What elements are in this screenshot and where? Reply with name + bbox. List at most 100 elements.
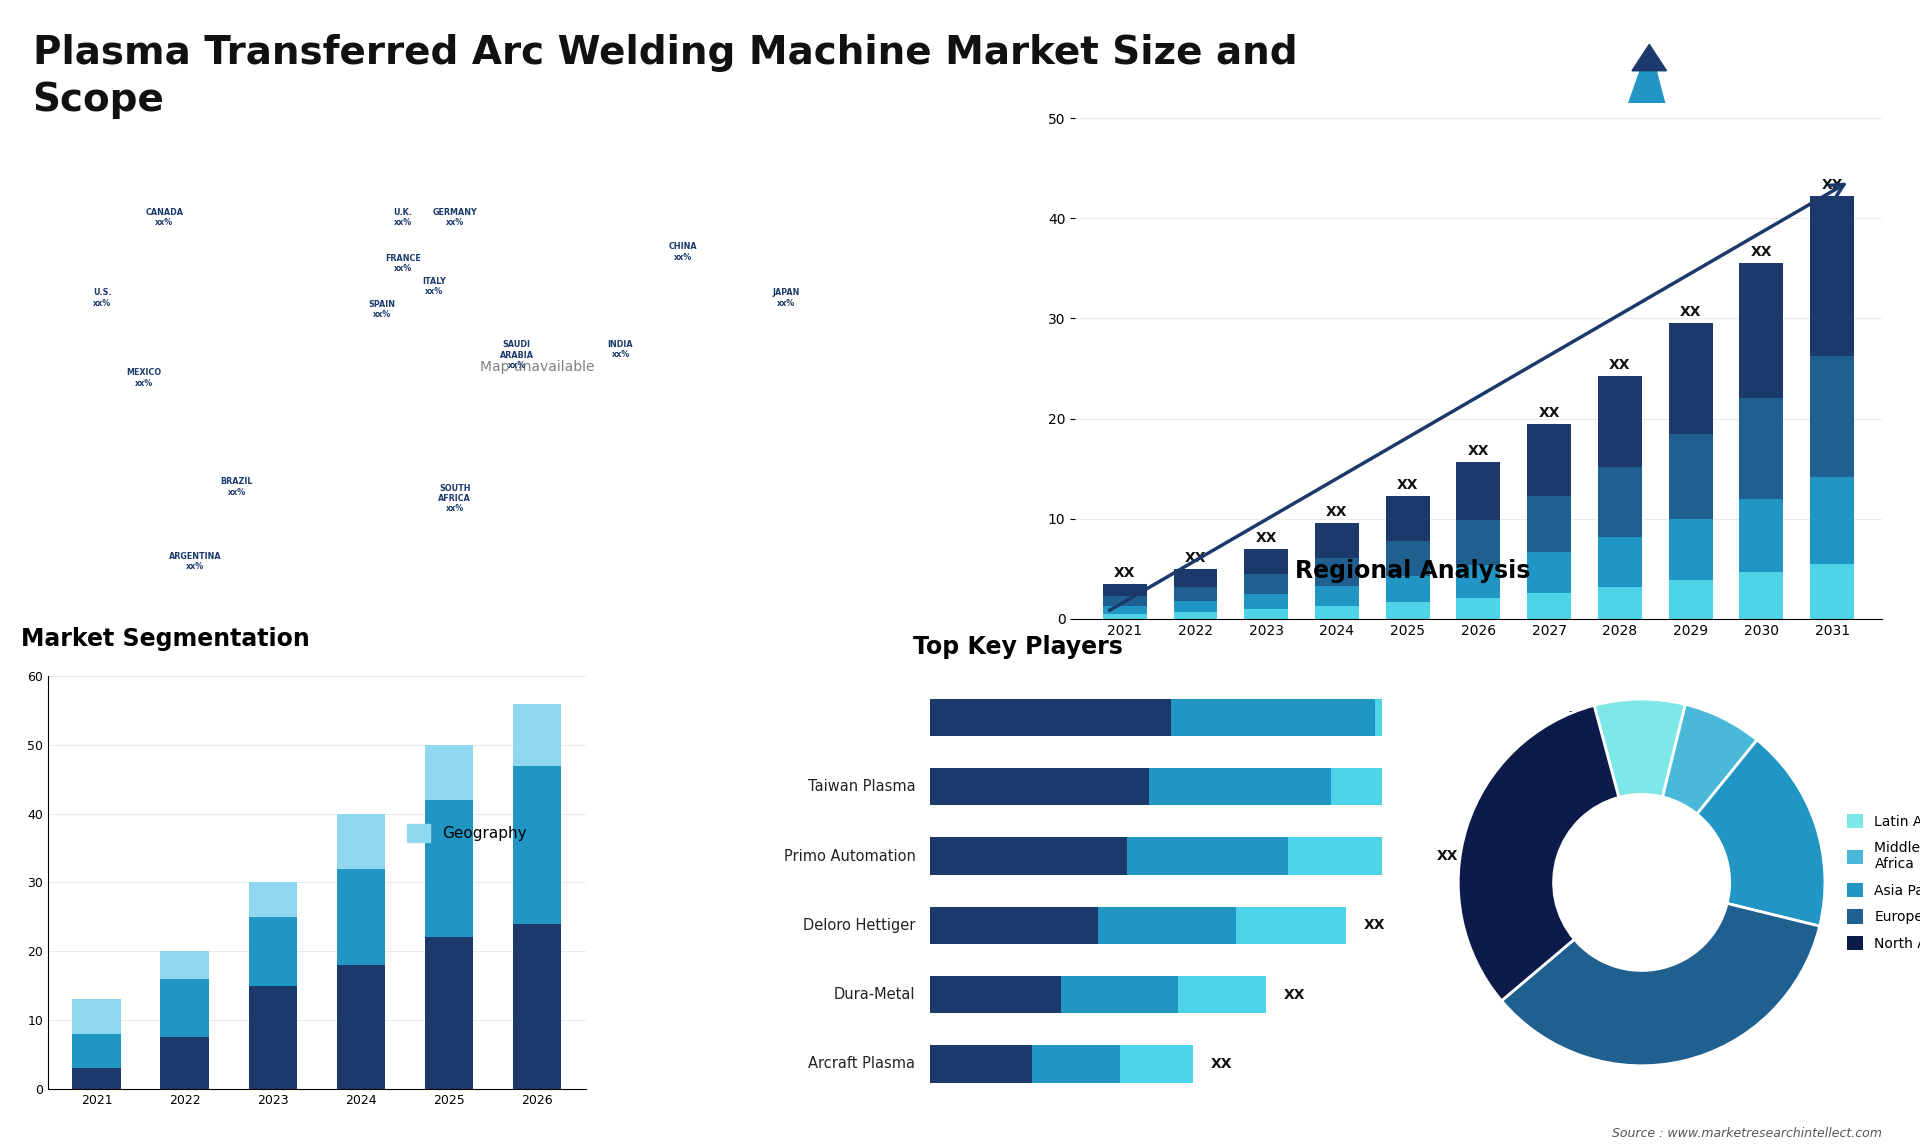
Bar	[1740, 499, 1784, 572]
FancyBboxPatch shape	[1127, 838, 1288, 874]
Bar	[161, 1037, 209, 1089]
Text: SOUTH
AFRICA
xx%: SOUTH AFRICA xx%	[438, 484, 470, 513]
Text: XX: XX	[1284, 988, 1306, 1002]
Text: SAUDI
ARABIA
xx%: SAUDI ARABIA xx%	[499, 340, 534, 370]
Bar	[424, 800, 472, 937]
Text: XX: XX	[1398, 478, 1419, 492]
Bar	[1315, 586, 1359, 606]
Bar	[513, 766, 561, 924]
Wedge shape	[1697, 740, 1824, 926]
Bar	[1597, 536, 1642, 587]
Text: Deloro Hettiger: Deloro Hettiger	[803, 918, 916, 933]
Bar	[1740, 572, 1784, 619]
Bar	[1597, 376, 1642, 466]
Bar	[1526, 424, 1571, 495]
Bar	[1102, 614, 1146, 619]
Bar	[1526, 592, 1571, 619]
Text: JAPAN
xx%: JAPAN xx%	[772, 289, 801, 307]
Bar	[513, 924, 561, 1089]
Text: SPAIN
xx%: SPAIN xx%	[369, 300, 396, 319]
Text: U.K.
xx%: U.K. xx%	[394, 209, 413, 227]
Bar	[1315, 523, 1359, 558]
Text: U.S.
xx%: U.S. xx%	[92, 289, 111, 307]
Text: Regional Analysis: Regional Analysis	[1294, 559, 1530, 582]
Text: XX: XX	[1680, 305, 1701, 320]
Legend: Geography: Geography	[401, 817, 534, 848]
FancyBboxPatch shape	[1375, 699, 1549, 736]
Bar	[1244, 594, 1288, 609]
Bar	[1526, 551, 1571, 592]
Bar	[1811, 196, 1855, 356]
Bar	[1457, 598, 1500, 619]
Bar	[1526, 495, 1571, 551]
Bar	[1597, 466, 1642, 536]
Bar	[248, 917, 298, 986]
Bar	[1668, 519, 1713, 580]
Bar	[1740, 264, 1784, 399]
Text: XX: XX	[1114, 566, 1135, 580]
Text: CANADA
xx%: CANADA xx%	[146, 209, 182, 227]
Bar	[1244, 574, 1288, 594]
Text: XX: XX	[1751, 245, 1772, 259]
Text: XX: XX	[1569, 711, 1590, 724]
Text: XX: XX	[1256, 531, 1277, 544]
FancyBboxPatch shape	[1288, 838, 1419, 874]
Bar	[1244, 549, 1288, 574]
Text: ITALY
xx%: ITALY xx%	[422, 277, 445, 296]
Text: CHINA
xx%: CHINA xx%	[668, 243, 697, 261]
Bar	[1668, 323, 1713, 433]
Bar	[248, 986, 298, 1089]
FancyBboxPatch shape	[929, 699, 1171, 736]
Bar	[1244, 609, 1288, 619]
Text: XX: XX	[1436, 849, 1459, 863]
Text: Source : www.marketresearchintellect.com: Source : www.marketresearchintellect.com	[1611, 1128, 1882, 1140]
FancyBboxPatch shape	[1171, 699, 1375, 736]
Text: XX: XX	[1185, 551, 1206, 565]
Bar	[1173, 587, 1217, 601]
FancyBboxPatch shape	[1119, 1045, 1192, 1083]
Bar	[1173, 601, 1217, 612]
FancyBboxPatch shape	[929, 976, 1062, 1013]
FancyBboxPatch shape	[1179, 976, 1265, 1013]
Bar	[1457, 519, 1500, 565]
Bar	[424, 745, 472, 800]
FancyBboxPatch shape	[929, 906, 1098, 944]
Text: XX: XX	[1212, 1057, 1233, 1072]
Bar	[1386, 495, 1430, 541]
Bar	[1173, 612, 1217, 619]
Text: Dura-Metal: Dura-Metal	[833, 987, 916, 1002]
Bar	[161, 951, 209, 979]
FancyBboxPatch shape	[929, 838, 1127, 874]
FancyBboxPatch shape	[1236, 906, 1346, 944]
Text: INDIA
xx%: INDIA xx%	[609, 340, 634, 359]
Bar	[1173, 568, 1217, 587]
Text: XX: XX	[1609, 359, 1630, 372]
Bar	[73, 1034, 121, 1068]
Wedge shape	[1594, 699, 1686, 798]
Bar	[1386, 541, 1430, 575]
Bar	[336, 965, 386, 1089]
Text: XX: XX	[1538, 406, 1559, 419]
Bar	[1811, 477, 1855, 564]
Bar	[1740, 399, 1784, 499]
Bar	[1457, 565, 1500, 598]
Text: XX: XX	[1822, 178, 1843, 193]
Text: FRANCE
xx%: FRANCE xx%	[384, 254, 420, 273]
FancyBboxPatch shape	[1033, 1045, 1119, 1083]
Bar	[1811, 564, 1855, 619]
Text: Top Key Players: Top Key Players	[912, 635, 1123, 659]
Text: XX: XX	[1467, 444, 1490, 457]
Text: Arcraft Plasma: Arcraft Plasma	[808, 1057, 916, 1072]
Bar	[1668, 433, 1713, 519]
Bar	[336, 869, 386, 965]
Bar	[1386, 575, 1430, 602]
Text: XX: XX	[1496, 779, 1517, 794]
Bar	[1457, 462, 1500, 519]
Bar	[1315, 558, 1359, 586]
Bar	[1811, 356, 1855, 477]
FancyBboxPatch shape	[1331, 768, 1476, 806]
Text: XX: XX	[1363, 918, 1386, 933]
Bar	[1386, 602, 1430, 619]
Bar	[1102, 583, 1146, 596]
Bar	[336, 814, 386, 869]
